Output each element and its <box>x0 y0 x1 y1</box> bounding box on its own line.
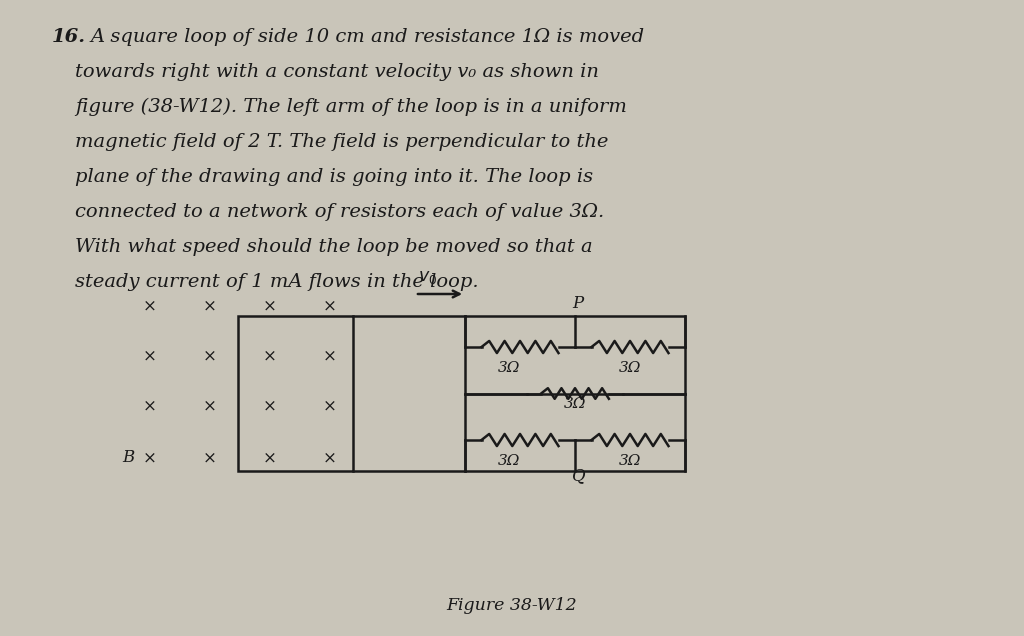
Text: ×: × <box>323 298 337 314</box>
Text: figure (38-W12). The left arm of the loop is in a uniform: figure (38-W12). The left arm of the loo… <box>75 98 627 116</box>
Text: ×: × <box>323 450 337 466</box>
Text: B: B <box>122 450 134 466</box>
Text: $v_0$: $v_0$ <box>418 269 437 286</box>
Text: ×: × <box>143 398 157 415</box>
Text: 3Ω: 3Ω <box>564 396 586 410</box>
Text: towards right with a constant velocity v₀ as shown in: towards right with a constant velocity v… <box>75 63 599 81</box>
Text: With what speed should the loop be moved so that a: With what speed should the loop be moved… <box>75 238 593 256</box>
Text: Figure 38-W12: Figure 38-W12 <box>446 597 578 614</box>
Text: magnetic field of 2 T. The field is perpendicular to the: magnetic field of 2 T. The field is perp… <box>75 133 608 151</box>
Text: A square loop of side 10 cm and resistance 1Ω is moved: A square loop of side 10 cm and resistan… <box>90 28 644 46</box>
Text: P: P <box>572 295 583 312</box>
Text: ×: × <box>263 398 276 415</box>
Text: steady current of 1 mA flows in the loop.: steady current of 1 mA flows in the loop… <box>75 273 478 291</box>
Text: ×: × <box>143 450 157 466</box>
Text: 3Ω: 3Ω <box>618 454 641 468</box>
Bar <box>465 316 685 471</box>
Text: Q: Q <box>572 467 586 484</box>
Bar <box>238 316 353 471</box>
Text: connected to a network of resistors each of value 3Ω.: connected to a network of resistors each… <box>75 203 604 221</box>
Text: ×: × <box>203 347 217 364</box>
Text: 3Ω: 3Ω <box>618 361 641 375</box>
Text: ×: × <box>203 398 217 415</box>
Text: ×: × <box>323 398 337 415</box>
Text: ×: × <box>263 450 276 466</box>
Text: ×: × <box>263 347 276 364</box>
Text: ×: × <box>143 347 157 364</box>
Text: plane of the drawing and is going into it. The loop is: plane of the drawing and is going into i… <box>75 168 593 186</box>
Text: ×: × <box>323 347 337 364</box>
Text: 16.: 16. <box>52 28 86 46</box>
Text: 3Ω: 3Ω <box>498 361 520 375</box>
Text: 3Ω: 3Ω <box>498 454 520 468</box>
Text: ×: × <box>203 298 217 314</box>
Text: ×: × <box>143 298 157 314</box>
Text: ×: × <box>203 450 217 466</box>
Text: ×: × <box>263 298 276 314</box>
